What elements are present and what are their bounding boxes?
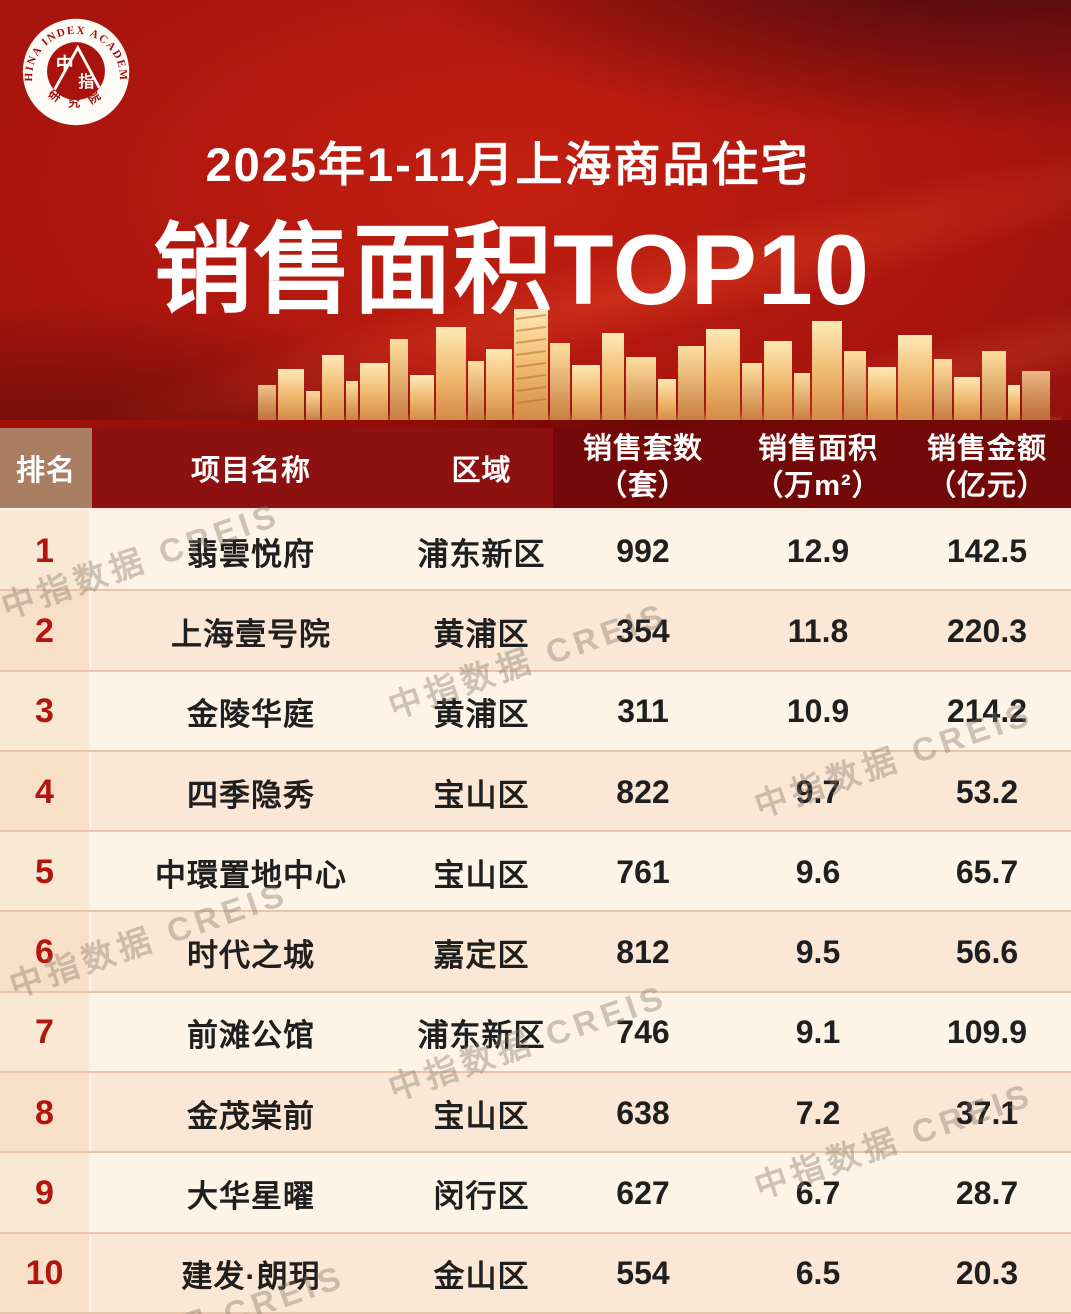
area-cell: 6.7 (733, 1153, 903, 1234)
area-cell: 9.6 (733, 832, 903, 913)
project-cell: 四季隐秀 (92, 751, 410, 833)
table-row: 3 金陵华庭 黄浦区 311 10.9 214.2 (0, 671, 1071, 753)
project-cell: 翡雲悦府 (92, 511, 410, 592)
rank-cell: 6 (0, 912, 92, 993)
region-cell: 金山区 (410, 1233, 553, 1314)
city-skyline-graphic (258, 309, 1062, 421)
china-index-academy-logo: CHINA INDEX ACADEMY 研 究 院 中 指 (20, 16, 130, 126)
region-cell: 浦东新区 (410, 511, 553, 592)
logo-char-zhong: 中 (56, 53, 74, 74)
logo-inner-circle (47, 42, 105, 100)
area-cell: 12.9 (733, 511, 903, 592)
table-row: 1 翡雲悦府 浦东新区 992 12.9 142.5 (0, 511, 1071, 592)
rank-cell: 7 (0, 992, 92, 1074)
project-cell: 时代之城 (92, 912, 410, 993)
project-cell: 金茂棠前 (92, 1073, 410, 1154)
table-row: 8 金茂棠前 宝山区 638 7.2 37.1 (0, 1073, 1071, 1154)
header-amount: 销售金额 （亿元） (903, 428, 1071, 508)
units-cell: 822 (553, 751, 733, 833)
banner: CHINA INDEX ACADEMY 研 究 院 中 指 2025年1-11月… (0, 0, 1071, 428)
banner-subtitle: 2025年1-11月上海商品住宅 (205, 138, 810, 191)
units-cell: 354 (553, 591, 733, 672)
rank-cell: 5 (0, 832, 92, 913)
logo-char-zhi: 指 (78, 72, 94, 91)
header-region: 区域 (410, 428, 553, 508)
rank-cell: 9 (0, 1153, 92, 1234)
amount-cell: 214.2 (903, 671, 1071, 752)
banner-title: 销售面积TOP10 (153, 214, 870, 325)
region-cell: 宝山区 (410, 751, 553, 833)
area-cell: 6.5 (733, 1233, 903, 1314)
rank-cell: 8 (0, 1073, 92, 1154)
amount-cell: 20.3 (903, 1233, 1071, 1314)
logo-roof-check-icon (53, 44, 101, 91)
region-cell: 浦东新区 (410, 992, 553, 1074)
project-cell: 前滩公馆 (92, 992, 410, 1074)
header-project: 项目名称 (92, 428, 410, 508)
amount-cell: 65.7 (903, 832, 1071, 913)
project-cell: 金陵华庭 (92, 671, 410, 752)
region-cell: 宝山区 (410, 1073, 553, 1154)
table-row: 9 大华星曜 闵行区 627 6.7 28.7 (0, 1153, 1071, 1234)
project-cell: 大华星曜 (92, 1153, 410, 1234)
amount-cell: 109.9 (903, 992, 1071, 1074)
units-cell: 638 (553, 1073, 733, 1154)
units-cell: 746 (553, 992, 733, 1074)
amount-cell: 37.1 (903, 1073, 1071, 1154)
units-cell: 812 (553, 912, 733, 993)
area-cell: 11.8 (733, 591, 903, 672)
header-area-line2: （万m²） (754, 470, 882, 502)
amount-cell: 28.7 (903, 1153, 1071, 1234)
table-header: 排名 项目名称 区域 销售套数 （套） 销售面积 （万m²） 销售金额 （亿元） (0, 428, 1071, 511)
area-cell: 9.1 (733, 992, 903, 1074)
region-cell: 黄浦区 (410, 591, 553, 672)
header-units-line1: 销售套数 (582, 432, 703, 465)
area-cell: 9.7 (733, 751, 903, 833)
header-units: 销售套数 （套） (553, 428, 733, 508)
table-row: 2 上海壹号院 黄浦区 354 11.8 220.3 (0, 591, 1071, 672)
amount-cell: 56.6 (903, 912, 1071, 993)
header-rank: 排名 (0, 428, 92, 508)
project-cell: 建发·朗玥 (92, 1233, 410, 1314)
region-cell: 黄浦区 (410, 671, 553, 752)
banner-base-bar (0, 420, 1071, 428)
header-area-line1: 销售面积 (757, 432, 878, 465)
table-row: 7 前滩公馆 浦东新区 746 9.1 109.9 (0, 992, 1071, 1074)
table-row: 4 四季隐秀 宝山区 822 9.7 53.2 (0, 751, 1071, 833)
amount-cell: 142.5 (903, 511, 1071, 592)
project-cell: 中環置地中心 (92, 832, 410, 913)
header-amount-line2: （亿元） (926, 470, 1047, 502)
header-units-line2: （套） (597, 470, 688, 502)
rank-cell: 2 (0, 591, 92, 672)
rank-cell: 4 (0, 751, 92, 833)
table-row: 10 建发·朗玥 金山区 554 6.5 20.3 (0, 1233, 1071, 1314)
header-area: 销售面积 （万m²） (733, 428, 903, 508)
area-cell: 9.5 (733, 912, 903, 993)
units-cell: 311 (553, 671, 733, 752)
table-body: 1 翡雲悦府 浦东新区 992 12.9 142.5 2 上海壹号院 黄浦区 3… (0, 511, 1071, 1314)
area-cell: 10.9 (733, 671, 903, 752)
table-row: 6 时代之城 嘉定区 812 9.5 56.6 (0, 912, 1071, 994)
rank-cell: 1 (0, 511, 92, 592)
rank-cell: 3 (0, 671, 92, 752)
region-cell: 闵行区 (410, 1153, 553, 1234)
table-row: 5 中環置地中心 宝山区 761 9.6 65.7 (0, 832, 1071, 913)
units-cell: 761 (553, 832, 733, 913)
project-cell: 上海壹号院 (92, 591, 410, 672)
region-cell: 嘉定区 (410, 912, 553, 993)
rank-cell: 10 (0, 1233, 92, 1314)
amount-cell: 220.3 (903, 591, 1071, 672)
header-amount-line1: 销售金额 (926, 432, 1047, 465)
units-cell: 554 (553, 1233, 733, 1314)
units-cell: 627 (553, 1153, 733, 1234)
area-cell: 7.2 (733, 1073, 903, 1154)
amount-cell: 53.2 (903, 751, 1071, 833)
units-cell: 992 (553, 511, 733, 592)
region-cell: 宝山区 (410, 832, 553, 913)
